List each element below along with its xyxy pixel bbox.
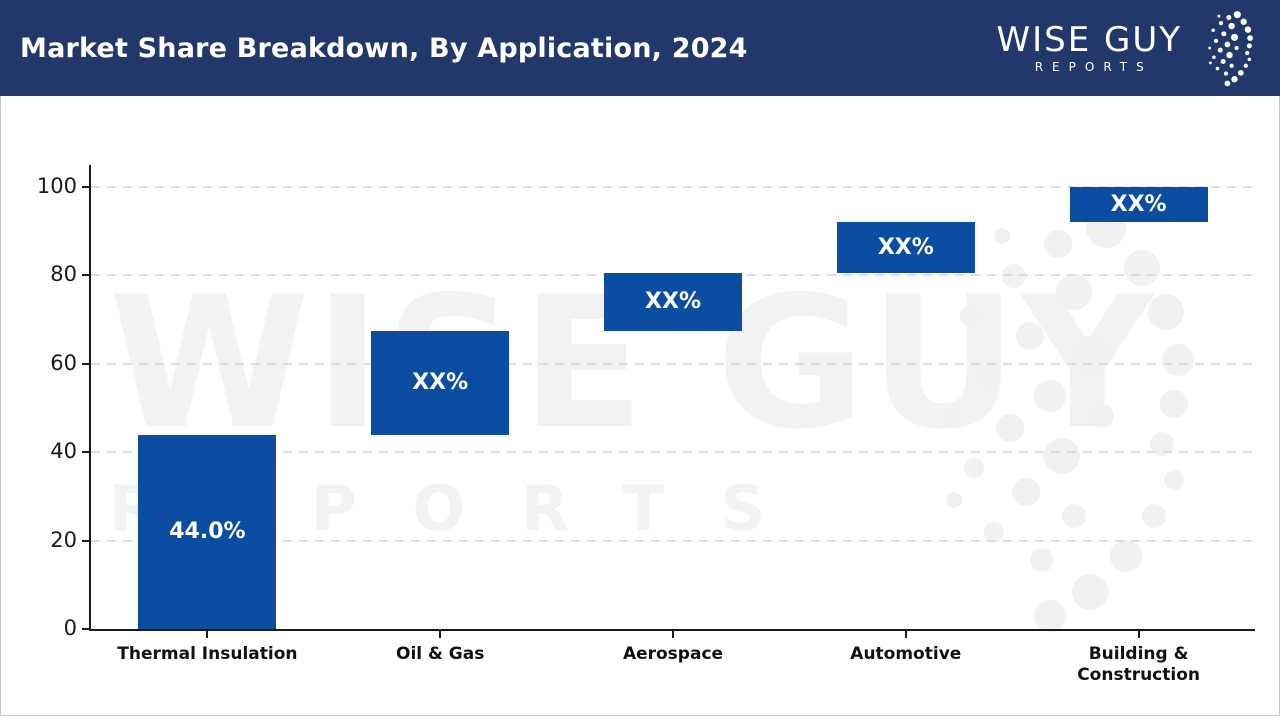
y-tick-mark-60 (82, 362, 89, 365)
bar-value-label: XX% (412, 370, 469, 396)
bar-automotive: XX% (836, 222, 975, 274)
bar-thermal-insulation: 44.0% (138, 434, 277, 629)
category-label-2: Oil & Gas (396, 644, 485, 664)
category-label-3: Aerospace (622, 644, 724, 664)
gridline-100 (91, 186, 1255, 189)
y-tick-label-100: 100 (36, 174, 77, 199)
y-tick-label-60: 60 (50, 350, 77, 375)
category-label-1: Thermal Insulation (117, 644, 298, 664)
x-tick-mark-3 (672, 631, 674, 638)
bar-value-label: XX% (645, 289, 701, 315)
y-tick-label-20: 20 (50, 527, 77, 552)
logo-secondary-text: REPORTS (1034, 60, 1153, 74)
y-tick-mark-40 (82, 451, 89, 454)
bar-value-label: 44.0% (169, 519, 246, 545)
page-title: Market Share Breakdown, By Application, … (20, 32, 748, 64)
wiseguy-logo: WISE GUY REPORTS (996, 9, 1254, 87)
x-tick-mark-4 (904, 631, 907, 638)
bar-aerospace: XX% (604, 273, 742, 331)
y-tick-label-40: 40 (50, 439, 77, 464)
wiseguy-logo-text: WISE GUY REPORTS (996, 23, 1182, 73)
bar-oil-gas: XX% (371, 330, 510, 435)
bar-building-construction: XX% (1069, 187, 1208, 223)
y-tick-label-0: 0 (63, 616, 77, 640)
x-tick-mark-1 (206, 631, 209, 638)
y-tick-mark-0 (82, 628, 89, 630)
x-tick-mark-5 (1137, 631, 1140, 638)
y-tick-label-80: 80 (50, 262, 77, 287)
wiseguy-face-icon (1208, 11, 1253, 87)
category-label-5: Building & Construction (1077, 644, 1200, 686)
bar-value-label: XX% (877, 235, 934, 261)
y-tick-mark-100 (82, 186, 89, 189)
gridline-40 (91, 451, 1255, 454)
watermark-face-icon (942, 208, 1194, 632)
header: Market Share Breakdown, By Application, … (0, 0, 1280, 96)
logo-primary-text: WISE GUY (996, 20, 1182, 60)
category-label-4: Automotive (850, 644, 962, 664)
plot-area: 0 20 40 60 80 100 44.0% Thermal Insulation XX% Oi… (37, 165, 1255, 685)
gridline-20 (91, 539, 1255, 542)
chart-canvas: WISE GUY REPORTS 0 20 40 60 80 100 44.0% Therma… (0, 96, 1280, 716)
bar-value-label: XX% (1110, 192, 1167, 218)
x-tick-mark-2 (439, 631, 442, 638)
gridline-60 (91, 362, 1255, 365)
y-tick-mark-80 (82, 274, 89, 277)
y-tick-mark-20 (82, 539, 89, 542)
